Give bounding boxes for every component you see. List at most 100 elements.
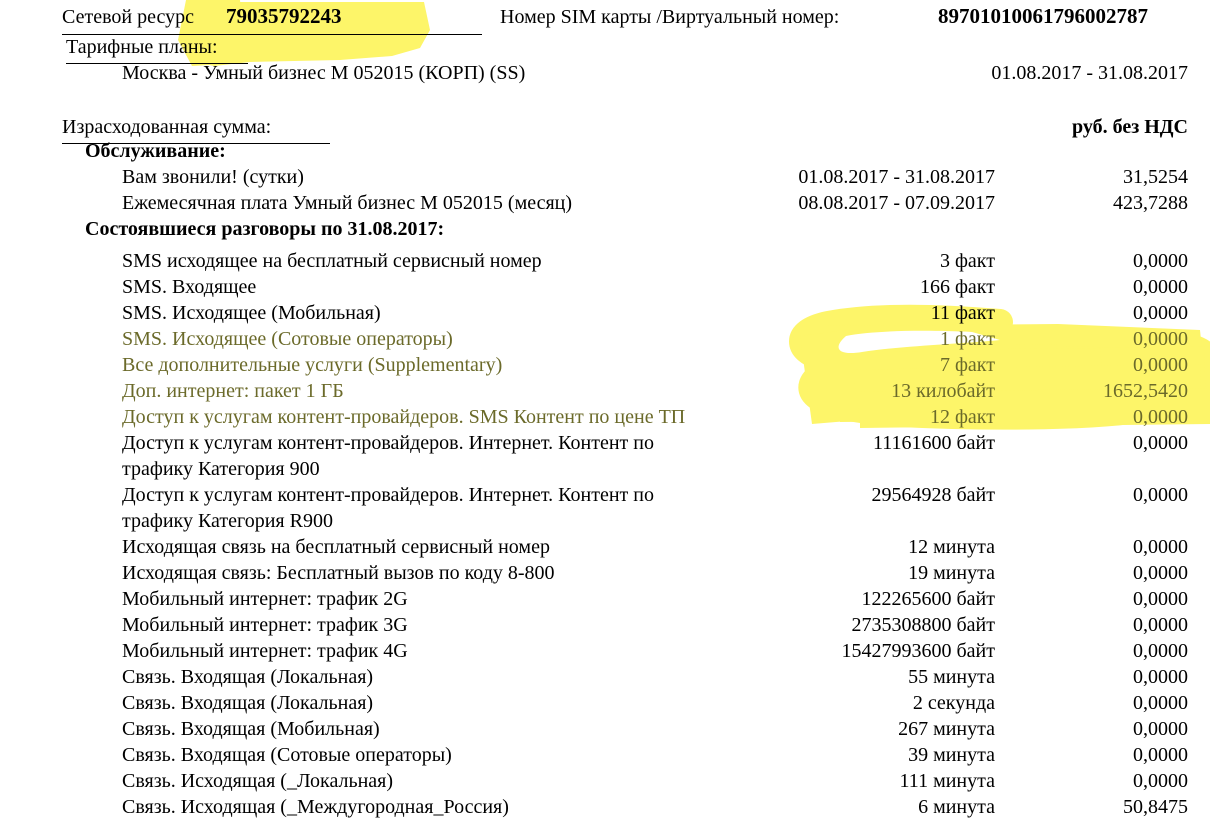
row-quantity: 12 факт: [929, 406, 995, 428]
table-row: Связь. Входящая (Сотовые операторы) 39 ми…: [0, 742, 1210, 768]
row-label: Связь. Входящая (Мобильная): [122, 718, 380, 740]
table-row: SMS. Входящее 166 факт 0,0000: [0, 274, 1210, 300]
row-label: Исходящая связь: Бесплатный вызов по код…: [122, 562, 555, 584]
row-amount: 50,8475: [1123, 796, 1188, 818]
row-amount: 0,0000: [1133, 302, 1188, 324]
row-amount: 0,0000: [1133, 536, 1188, 558]
section-calls-label: Состоявшиеся разговоры по 31.08.2017:: [85, 218, 445, 240]
row-label-continued: трафику Категория R900: [122, 510, 333, 532]
row-quantity: 2735308800 байт: [851, 614, 996, 636]
sim-number-label: Номер SIM карты /Виртуальный номер:: [500, 6, 840, 28]
row-quantity: 08.08.2017 - 07.09.2017: [798, 192, 995, 214]
table-row: Связь. Входящая (Мобильная) 267 минута 0,0…: [0, 716, 1210, 742]
row-amount: 0,0000: [1133, 770, 1188, 792]
table-row: Ежемесячная плата Умный бизнес М 052015 …: [0, 190, 1210, 216]
row-amount: 0,0000: [1133, 432, 1188, 454]
row-label: Доп. интернет: пакет 1 ГБ: [122, 380, 344, 402]
row-label: Связь. Входящая (Сотовые операторы): [122, 744, 452, 766]
row-label: Мобильный интернет: трафик 3G: [122, 614, 408, 636]
row-amount: 0,0000: [1133, 744, 1188, 766]
table-row: SMS исходящее на бесплатный сервисный но…: [0, 248, 1210, 274]
row-amount: 0,0000: [1133, 640, 1188, 662]
row-label: Доступ к услугам контент-провайдеров. SM…: [122, 406, 686, 428]
row-quantity: 39 минута: [908, 744, 995, 766]
row-quantity: 11 факт: [930, 302, 995, 324]
row-quantity: 15427993600 байт: [841, 640, 996, 662]
row-label: Доступ к услугам контент-провайдеров. Ин…: [122, 432, 654, 454]
row-label: Мобильный интернет: трафик 4G: [122, 640, 408, 662]
row-amount: 0,0000: [1133, 250, 1188, 272]
table-row: Мобильный интернет: трафик 4G 15427993600…: [0, 638, 1210, 664]
row-amount: 1652,5420: [1103, 380, 1188, 402]
row-label: Связь. Входящая (Локальная): [122, 692, 374, 714]
table-row-continuation: трафику Категория R900: [0, 508, 1210, 534]
row-amount: 0,0000: [1133, 692, 1188, 714]
row-amount: 0,0000: [1133, 354, 1188, 376]
row-quantity: 267 минута: [898, 718, 995, 740]
spent-amount-underline: [62, 143, 330, 144]
row-label: Доступ к услугам контент-провайдеров. Ин…: [122, 484, 654, 506]
row-amount: 0,0000: [1133, 588, 1188, 610]
table-row: SMS. Исходящее (Сотовые операторы) 1 факт…: [0, 326, 1210, 352]
row-label: SMS. Входящее: [122, 276, 257, 298]
row-quantity: 6 минута: [918, 796, 995, 818]
row-label: Связь. Исходящая (_Междугородная_Россия): [122, 796, 509, 818]
row-amount: 0,0000: [1133, 406, 1188, 428]
currency-note: руб. без НДС: [1071, 116, 1188, 138]
row-amount: 31,5254: [1123, 166, 1188, 188]
table-row: Исходящая связь на бесплатный сервисный …: [0, 534, 1210, 560]
row-amount: 0,0000: [1133, 666, 1188, 688]
row-quantity: 2 секунда: [912, 692, 995, 714]
table-row: Исходящая связь: Бесплатный вызов по код…: [0, 560, 1210, 586]
tariff-plan-row: Москва - Умный бизнес М 052015 (КОРП) (S…: [0, 60, 1210, 86]
row-amount: 0,0000: [1133, 614, 1188, 636]
row-quantity: 55 минута: [908, 666, 995, 688]
section-service-label: Обслуживание:: [85, 140, 226, 162]
row-amount: 0,0000: [1133, 562, 1188, 584]
row-quantity: 7 факт: [939, 354, 995, 376]
row-quantity: 29564928 байт: [871, 484, 996, 506]
row-label: Связь. Входящая (Локальная): [122, 666, 374, 688]
tariff-plans-underline: [66, 63, 248, 64]
row-quantity: 11161600 байт: [872, 432, 995, 454]
table-row: Мобильный интернет: трафик 2G 122265600 б…: [0, 586, 1210, 612]
table-row: Связь. Исходящая (_Междугородная_Россия)…: [0, 794, 1210, 820]
row-quantity: 12 минута: [908, 536, 995, 558]
row-quantity: 166 факт: [919, 276, 995, 298]
section-header-calls: Состоявшиеся разговоры по 31.08.2017:: [0, 216, 1210, 242]
row-amount: 423,7288: [1113, 192, 1188, 214]
row-label-continued: трафику Категория 900: [122, 458, 320, 480]
row-amount: 0,0000: [1133, 718, 1188, 740]
network-resource-label: Сетевой ресурс: [62, 6, 194, 28]
table-row: Вам звонили! (сутки) 01.08.2017 - 31.08.2…: [0, 164, 1210, 190]
table-row: SMS. Исходящее (Мобильная) 11 факт 0,0000: [0, 300, 1210, 326]
row-label: Мобильный интернет: трафик 2G: [122, 588, 408, 610]
row-quantity: 3 факт: [939, 250, 995, 272]
row-quantity: 1 факт: [939, 328, 995, 350]
table-row: Доп. интернет: пакет 1 ГБ 13 килобайт 1652…: [0, 378, 1210, 404]
table-row: Связь. Исходящая (_Локальная) 111 минута 0…: [0, 768, 1210, 794]
table-row: Мобильный интернет: трафик 3G 2735308800 …: [0, 612, 1210, 638]
row-quantity: 19 минута: [908, 562, 995, 584]
tariff-plan-period: 01.08.2017 - 31.08.2017: [991, 62, 1188, 84]
table-row: Доступ к услугам контент-провайдеров. Ин…: [0, 430, 1210, 456]
row-label: SMS исходящее на бесплатный сервисный но…: [122, 250, 542, 272]
row-amount: 0,0000: [1133, 276, 1188, 298]
tariff-plan-name: Москва - Умный бизнес М 052015 (КОРП) (S…: [122, 62, 526, 84]
row-label: Исходящая связь на бесплатный сервисный …: [122, 536, 550, 558]
spent-amount-label: Израсходованная сумма:: [62, 116, 272, 138]
table-row: Связь. Входящая (Локальная) 2 секунда 0,00…: [0, 690, 1210, 716]
sim-number-value: 89701010061796002787: [938, 4, 1148, 28]
row-label: Вам звонили! (сутки): [122, 166, 304, 188]
row-amount: 0,0000: [1133, 484, 1188, 506]
table-row: Все дополнительные услуги (Supplementary…: [0, 352, 1210, 378]
row-label: Все дополнительные услуги (Supplementary…: [122, 354, 503, 376]
table-row: Доступ к услугам контент-провайдеров. Ин…: [0, 482, 1210, 508]
row-amount: 0,0000: [1133, 328, 1188, 350]
network-resource-underline: [62, 34, 482, 35]
table-row-continuation: трафику Категория 900: [0, 456, 1210, 482]
row-quantity: 122265600 байт: [861, 588, 996, 610]
row-quantity: 01.08.2017 - 31.08.2017: [798, 166, 995, 188]
row-quantity: 13 килобайт: [891, 380, 995, 402]
